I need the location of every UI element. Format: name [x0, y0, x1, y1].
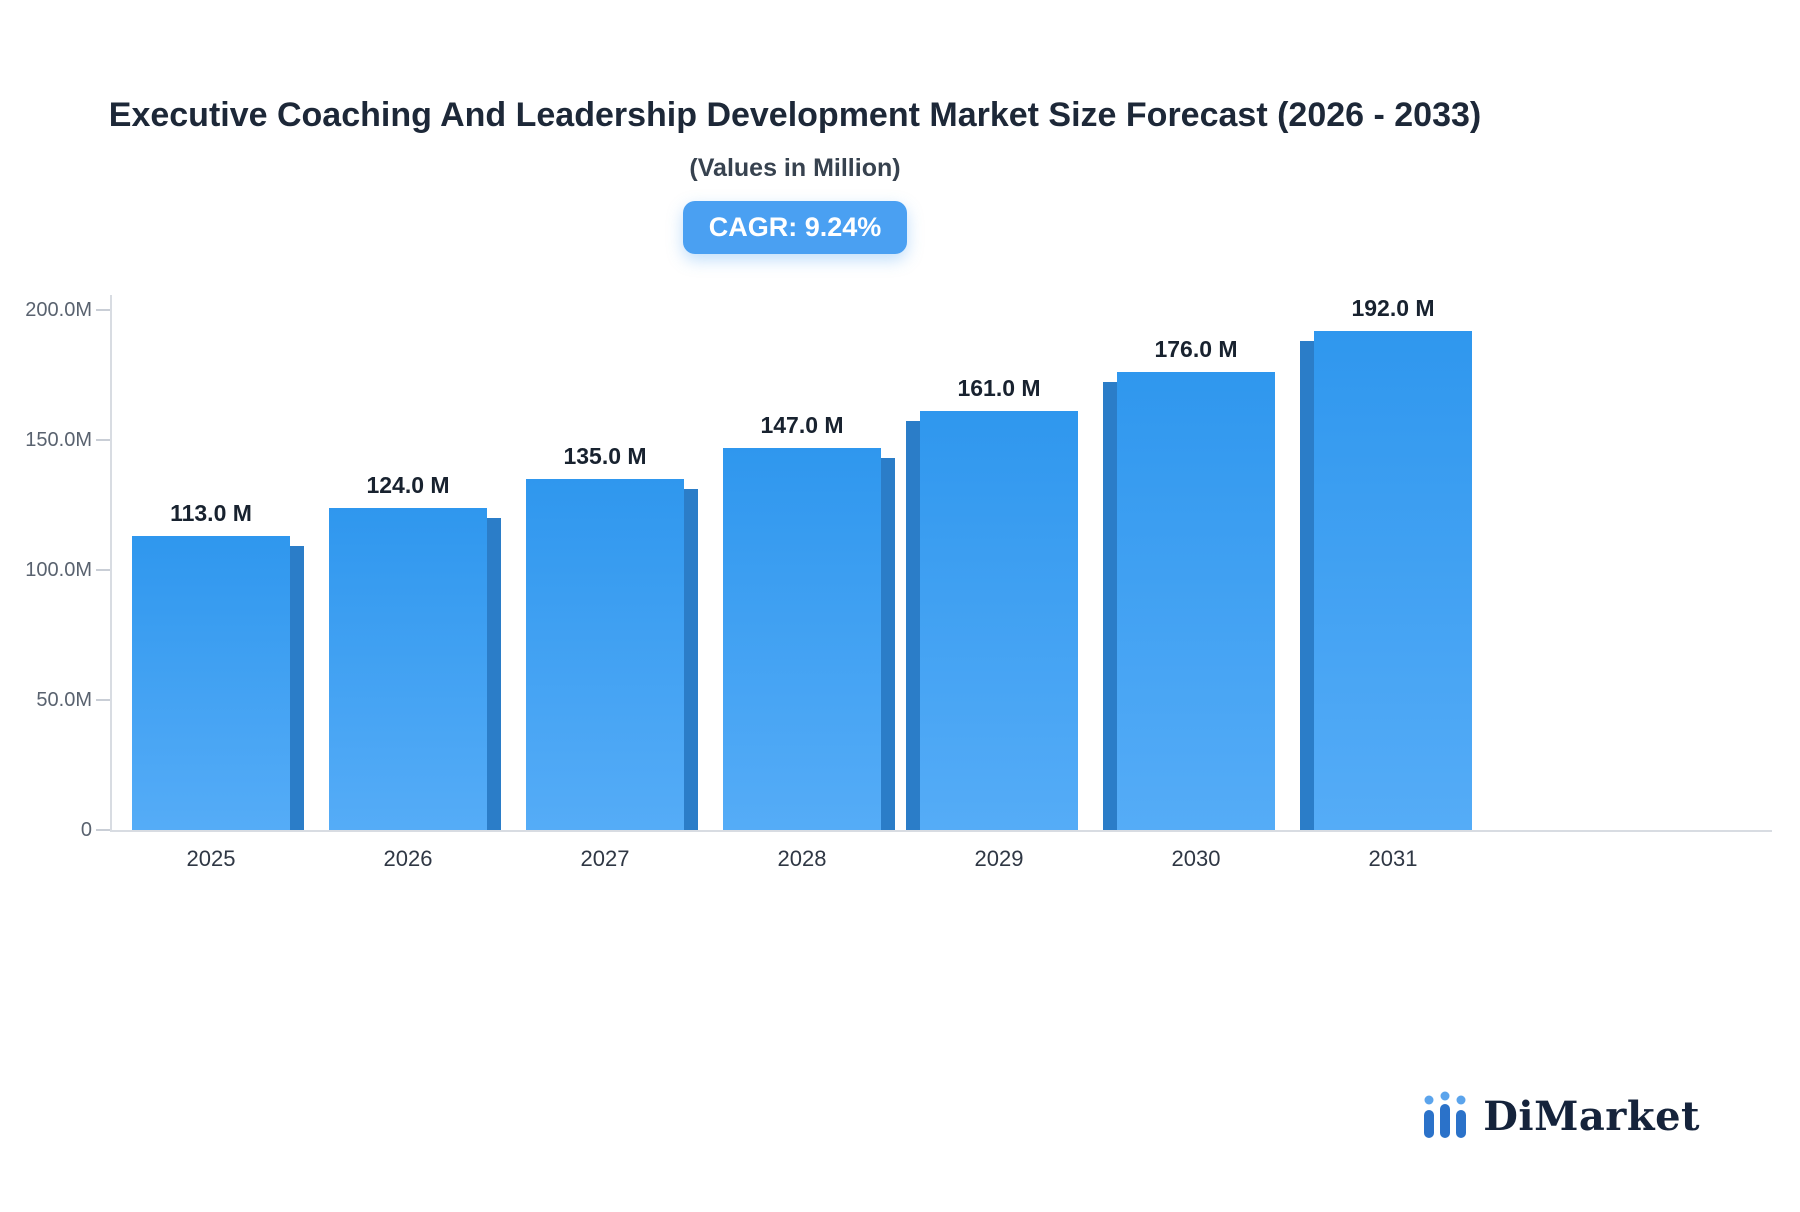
brand-logo-text: DiMarket — [1483, 1092, 1700, 1140]
y-axis-label: 50.0M — [36, 689, 92, 711]
x-axis-label: 2029 — [974, 846, 1024, 871]
bar-2029[interactable]: 161.0 M — [906, 375, 1078, 830]
bar-group: 192.0 M — [1300, 295, 1472, 831]
bar-2027[interactable]: 135.0 M — [526, 443, 698, 830]
bar-value-label: 161.0 M — [957, 375, 1041, 402]
bar-group: 161.0 M — [906, 375, 1078, 830]
bar-value-label: 135.0 M — [563, 443, 647, 469]
plot-area: 113.0 M 124.0 M 135.0 M 147.0 M 161.0 M 176.0… — [25, 295, 1772, 871]
bar-2030[interactable]: 176.0 M — [1103, 336, 1275, 830]
x-axis-label: 2026 — [383, 846, 433, 871]
bar-group: 147.0 M — [723, 412, 895, 831]
bar-group: 113.0 M — [132, 500, 304, 830]
bar-value-label: 124.0 M — [366, 471, 450, 498]
x-axis-label: 2031 — [1368, 846, 1418, 871]
bar-value-label: 113.0 M — [170, 500, 252, 527]
bar-value-label: 147.0 M — [760, 411, 844, 438]
y-axis-tick — [96, 569, 110, 571]
x-axis-labels: 2025 2026 2027 2028 2029 2030 2031 — [132, 846, 1511, 872]
bar-value-label: 192.0 M — [1351, 294, 1435, 321]
bar-group: 124.0 M — [329, 472, 501, 831]
x-axis-label: 2027 — [580, 846, 630, 871]
y-axis-tick — [96, 439, 110, 441]
bar-group: 176.0 M — [1103, 336, 1275, 830]
y-axis-label: 200.0M — [25, 299, 92, 321]
chart-title: Executive Coaching And Leadership Develo… — [108, 96, 1482, 134]
bar-2028[interactable]: 147.0 M — [723, 412, 895, 831]
y-axis-label: 0 — [80, 819, 92, 841]
x-axis-label: 2028 — [777, 846, 827, 871]
bar-2025[interactable]: 113.0 M — [132, 500, 304, 830]
y-axis-tick — [96, 699, 110, 701]
chart-header: Executive Coaching And Leadership Develo… — [0, 0, 1590, 254]
cagr-badge: CAGR: 9.24% — [682, 200, 908, 254]
brand-logo: DiMarket — [1419, 1090, 1700, 1142]
bar-value-label: 176.0 M — [1154, 336, 1238, 363]
bar-group: 135.0 M — [526, 443, 698, 830]
chart-subtitle: (Values in Million) — [689, 153, 901, 182]
brand-logo-icon — [1424, 1091, 1467, 1138]
x-axis-label: 2030 — [1171, 846, 1221, 871]
bars-row: 113.0 M 124.0 M 135.0 M 147.0 M 161.0 M 176.0… — [132, 295, 1511, 831]
y-axis-tick — [96, 309, 110, 311]
bar-2031[interactable]: 192.0 M — [1300, 295, 1472, 831]
y-axis-tick — [96, 829, 110, 831]
x-axis-label: 2025 — [186, 846, 236, 871]
bar-2026[interactable]: 124.0 M — [329, 472, 501, 831]
y-axis-label: 150.0M — [25, 429, 92, 451]
y-axis-label: 100.0M — [25, 559, 92, 581]
